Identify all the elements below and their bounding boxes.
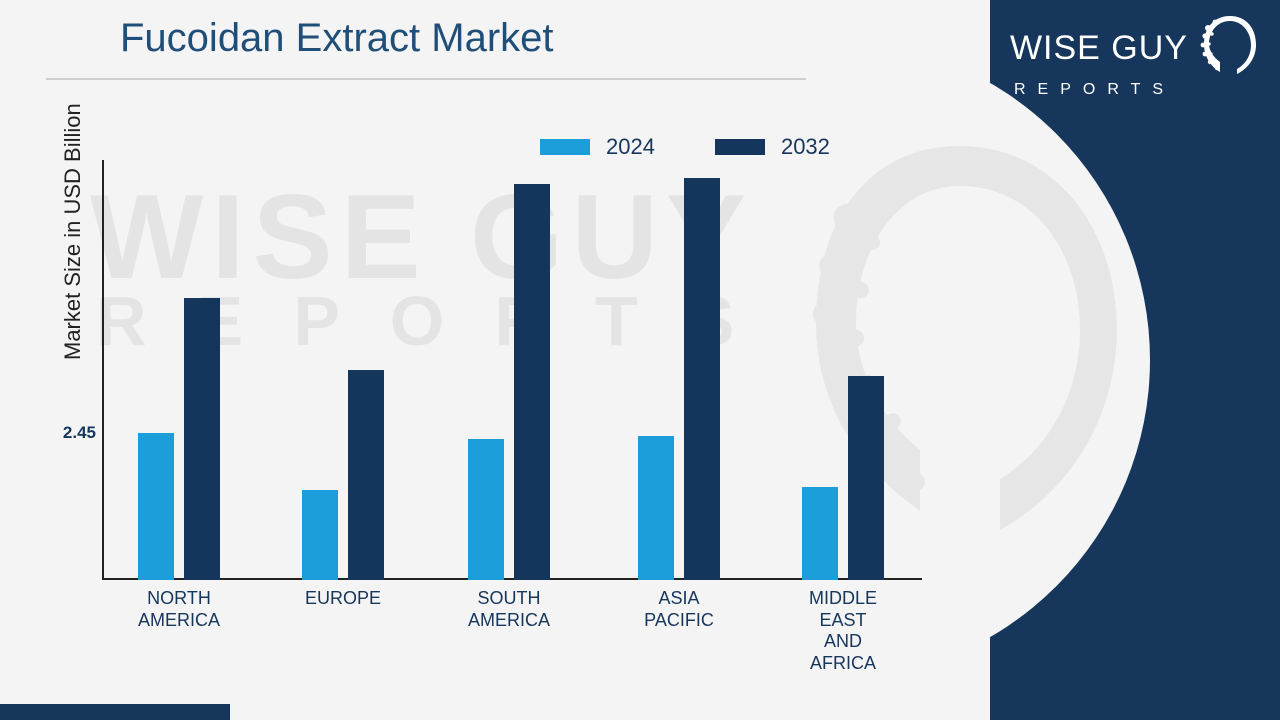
bar-group: NORTHAMERICA: [138, 298, 220, 580]
bar-2032: [514, 184, 550, 580]
legend-swatch-2032: [715, 139, 765, 155]
bar-2024: [468, 439, 504, 580]
bar-2024: [638, 436, 674, 580]
brand-head-icon: [1196, 14, 1256, 83]
bar-2032: [848, 376, 884, 580]
y-axis-label: Market Size in USD Billion: [60, 103, 86, 360]
legend: 2024 2032: [540, 134, 830, 160]
brand-logo: WISE GUY REPORTS: [1010, 14, 1256, 99]
legend-label-2032: 2032: [781, 134, 830, 160]
title-underline: [46, 78, 806, 80]
y-axis-line: [102, 160, 104, 580]
category-label: ASIAPACIFIC: [609, 588, 749, 631]
category-label: EUROPE: [273, 588, 413, 610]
bar-group: MIDDLEEASTANDAFRICA: [802, 376, 884, 580]
bar-2024: [302, 490, 338, 580]
chart-area: NORTHAMERICA EUROPE SOUTHAMERICA ASIAPACIFI…: [102, 160, 922, 580]
chart-title: Fucoidan Extract Market: [120, 16, 554, 61]
stage: WISE GUY REPORTS WISE GUY REPORTS Fucoid…: [0, 0, 1280, 720]
bar-2032: [684, 178, 720, 580]
category-label: NORTHAMERICA: [109, 588, 249, 631]
bar-group: SOUTHAMERICA: [468, 184, 550, 580]
y-tick-label: 2.45: [63, 423, 96, 443]
brand-line2: REPORTS: [1010, 81, 1256, 99]
footer-accent-bar: [0, 704, 230, 720]
legend-swatch-2024: [540, 139, 590, 155]
bar-group: ASIAPACIFIC: [638, 178, 720, 580]
category-label: MIDDLEEASTANDAFRICA: [773, 588, 913, 674]
legend-label-2024: 2024: [606, 134, 655, 160]
bar-2024: [138, 433, 174, 580]
category-label: SOUTHAMERICA: [439, 588, 579, 631]
legend-item-2024: 2024: [540, 134, 655, 160]
brand-line1: WISE GUY: [1010, 29, 1188, 68]
bar-2032: [348, 370, 384, 580]
bar-2024: [802, 487, 838, 580]
bar-group: EUROPE: [302, 370, 384, 580]
legend-item-2032: 2032: [715, 134, 830, 160]
bar-2032: [184, 298, 220, 580]
